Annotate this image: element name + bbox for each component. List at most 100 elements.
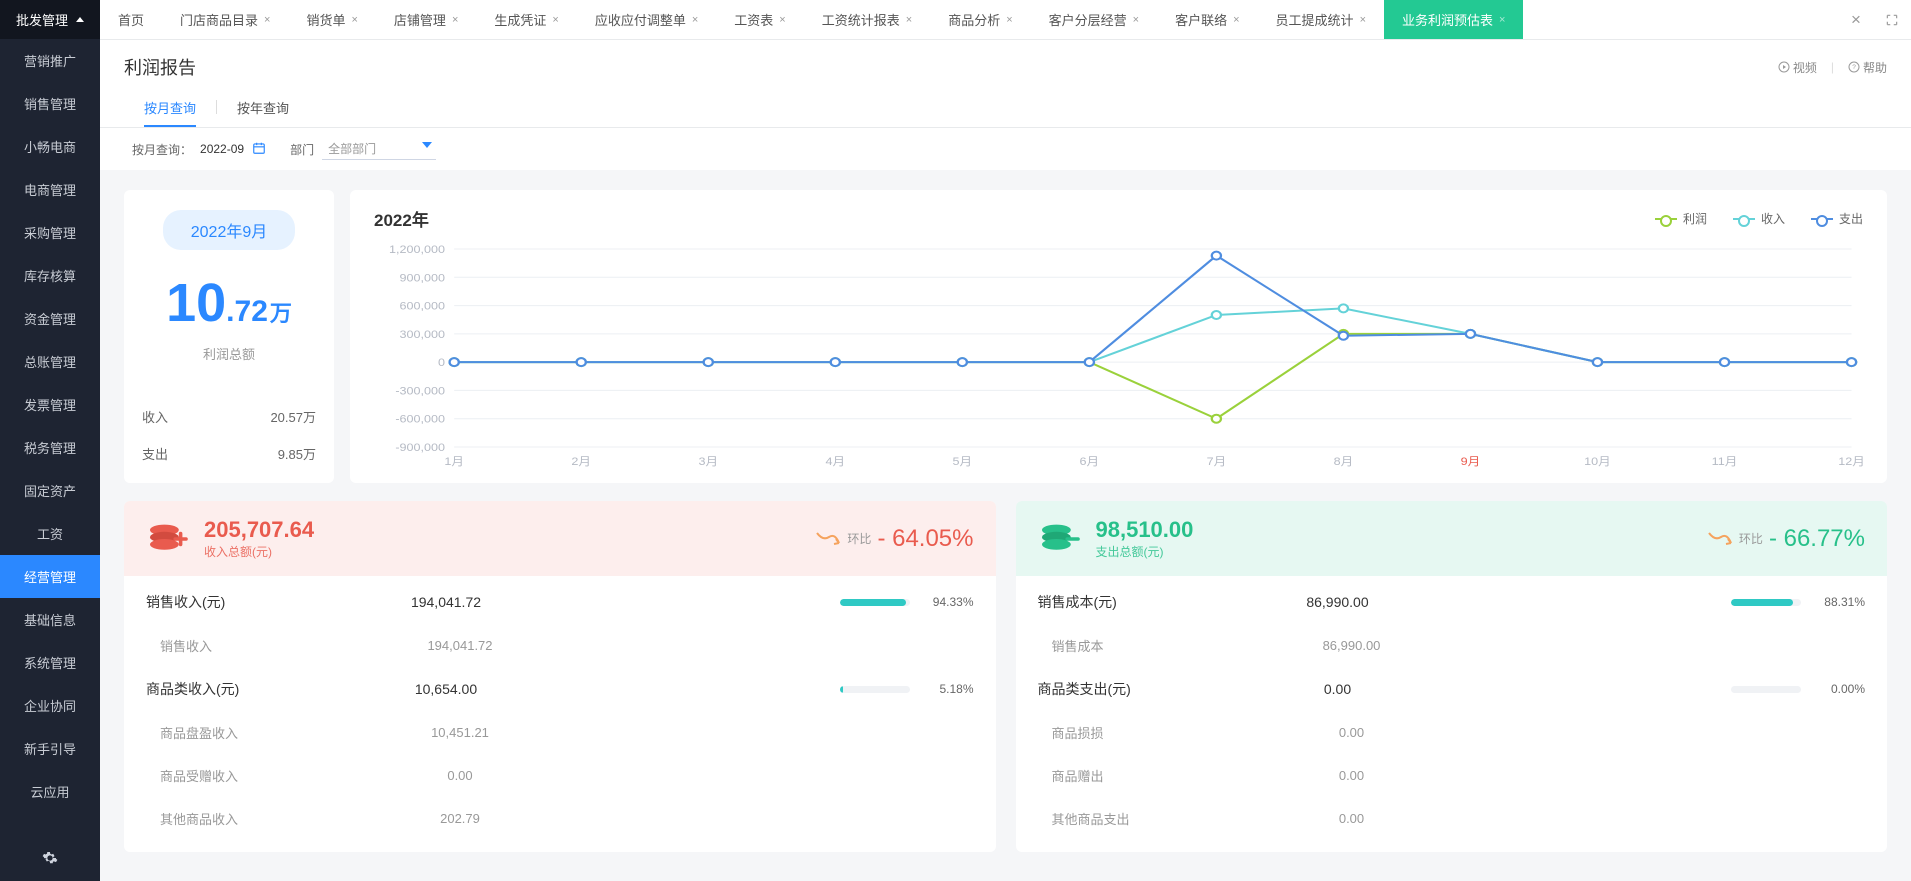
sidebar-item[interactable]: 库存核算 [0,254,100,297]
tab-close-icon[interactable]: × [351,14,357,26]
sidebar-item[interactable]: 总账管理 [0,340,100,383]
filter-bar: 按月查询： 2022-09 部门 全部部门 [100,127,1911,170]
tab-bar: 首页门店商品目录×销货单×店铺管理×生成凭证×应收应付调整单×工资表×工资统计报… [100,0,1911,40]
tab-close-icon[interactable]: × [779,14,785,26]
svg-text:-600,000: -600,000 [395,412,445,425]
summary-income-row: 收入20.57万 [142,407,316,426]
sidebar-item[interactable]: 营销推广 [0,39,100,82]
summary-expense-row: 支出9.85万 [142,444,316,463]
income-sub-label: 收入总额(元) [204,543,314,560]
trend-down-icon [1707,531,1735,547]
expense-amount: 98,510.00 [1096,517,1194,543]
tab-close-icon[interactable]: × [264,14,270,26]
help-doc-link[interactable]: ? 帮助 [1848,59,1887,76]
filter-dept-value: 全部部门 [322,138,436,160]
help-video-link[interactable]: 视频 [1778,59,1817,76]
tab[interactable]: 客户联络× [1157,0,1257,39]
question-circle-icon: ? [1848,61,1860,73]
sub-tab[interactable]: 按月查询 [124,98,216,127]
breakdown-sub-row: 商品盘盈收入10,451.21 [146,711,974,754]
svg-text:300,000: 300,000 [400,328,446,341]
tab-close-icon[interactable]: × [552,14,558,26]
sidebar: 批发管理 营销推广销售管理小畅电商电商管理采购管理库存核算资金管理总账管理发票管… [0,0,100,881]
tab-close-icon[interactable]: × [906,14,912,26]
tab-close-icon[interactable]: × [1233,14,1239,26]
sidebar-item[interactable]: 电商管理 [0,168,100,211]
sidebar-item[interactable]: 固定资产 [0,469,100,512]
expand-icon[interactable] [1885,13,1899,27]
breakdown-sub-row: 其他商品收入202.79 [146,797,974,840]
svg-text:-900,000: -900,000 [395,441,445,454]
svg-text:3月: 3月 [698,455,718,468]
svg-text:8月: 8月 [1334,455,1354,468]
sidebar-item[interactable]: 基础信息 [0,598,100,641]
filter-month-value: 2022-09 [200,142,244,156]
tab[interactable]: 员工提成统计× [1258,0,1384,39]
sidebar-item[interactable]: 企业协同 [0,684,100,727]
sidebar-item[interactable]: 经营管理 [0,555,100,598]
breakdown-sub-row: 其他商品支出0.00 [1038,797,1866,840]
tab-close-icon[interactable]: × [1499,14,1505,26]
close-all-tabs[interactable]: × [1841,10,1871,30]
sidebar-item[interactable]: 小畅电商 [0,125,100,168]
tab[interactable]: 客户分层经营× [1031,0,1157,39]
svg-text:9月: 9月 [1461,455,1481,468]
breakdown-sub-row: 商品受赠收入0.00 [146,754,974,797]
income-card: 205,707.64 收入总额(元) 环比 - 64.05% 销售收入(元)19… [124,501,996,852]
tab-close-icon[interactable]: × [1006,14,1012,26]
expense-icon [1038,521,1082,557]
sidebar-item[interactable]: 新手引导 [0,727,100,770]
sidebar-item[interactable]: 系统管理 [0,641,100,684]
sub-tab[interactable]: 按年查询 [217,98,309,127]
legend-item[interactable]: 支出 [1811,210,1863,227]
sidebar-item[interactable]: 发票管理 [0,383,100,426]
chart-title: 2022年 [374,206,429,231]
play-circle-icon [1778,61,1790,73]
breakdown-row: 商品类收入(元)10,654.005.18% [146,667,974,711]
page-title: 利润报告 [124,54,196,80]
tab-close-icon[interactable]: × [1133,14,1139,26]
tab[interactable]: 销货单× [288,0,375,39]
svg-text:12月: 12月 [1838,455,1863,468]
tab[interactable]: 应收应付调整单× [577,0,716,39]
gear-icon [42,850,58,866]
tab[interactable]: 商品分析× [930,0,1030,39]
sidebar-item[interactable]: 资金管理 [0,297,100,340]
sidebar-item[interactable]: 云应用 [0,770,100,813]
line-chart: -900,000-600,000-300,0000300,000600,0009… [374,239,1863,469]
tab[interactable]: 门店商品目录× [162,0,288,39]
tab[interactable]: 工资统计报表× [804,0,930,39]
chevron-up-icon [76,17,84,22]
sidebar-settings[interactable] [0,838,100,881]
filter-month[interactable]: 按月查询： 2022-09 [132,141,266,158]
tab-close-icon[interactable]: × [692,14,698,26]
sidebar-item[interactable]: 工资 [0,512,100,555]
sidebar-item[interactable]: 税务管理 [0,426,100,469]
legend-item[interactable]: 利润 [1655,210,1707,227]
sidebar-item[interactable]: 销售管理 [0,82,100,125]
svg-text:10月: 10月 [1584,455,1611,468]
tab[interactable]: 首页 [100,0,162,39]
tab[interactable]: 生成凭证× [476,0,576,39]
month-badge: 2022年9月 [163,210,296,250]
tab-close-icon[interactable]: × [452,14,458,26]
svg-text:600,000: 600,000 [400,299,446,312]
svg-text:4月: 4月 [825,455,845,468]
filter-dept[interactable]: 部门 全部部门 [290,138,436,160]
tab[interactable]: 业务利润预估表× [1384,0,1523,39]
sidebar-header[interactable]: 批发管理 [0,0,100,39]
svg-text:7月: 7月 [1207,455,1227,468]
breakdown-sub-row: 销售收入194,041.72 [146,624,974,667]
tab-close-icon[interactable]: × [1360,14,1366,26]
trend-down-icon [815,531,843,547]
breakdown-sub-row: 商品赠出0.00 [1038,754,1866,797]
tab[interactable]: 店铺管理× [376,0,476,39]
svg-text:2月: 2月 [571,455,591,468]
progress-bar [840,686,910,693]
legend-swatch [1811,218,1833,220]
tab[interactable]: 工资表× [716,0,803,39]
legend-item[interactable]: 收入 [1733,210,1785,227]
progress-bar [1731,599,1801,606]
sidebar-item[interactable]: 采购管理 [0,211,100,254]
svg-text:900,000: 900,000 [400,271,446,284]
